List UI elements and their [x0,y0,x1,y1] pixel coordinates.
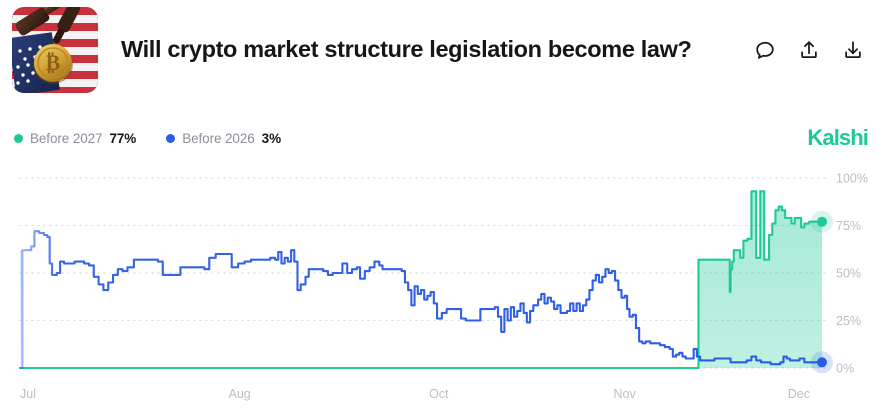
page-title: Will crypto market structure legislation… [121,36,692,63]
x-tick-dec: Dec [788,387,810,401]
series-area-before-2027 [20,191,822,368]
legend-value-before-2026: 3% [261,130,281,146]
chart-legend: Before 2027 77% Before 2026 3% Kalshi [0,118,886,158]
x-tick-nov: Nov [613,387,636,401]
chart-x-axis-labels: Jul Aug Oct Nov Dec [20,387,810,401]
market-thumbnail[interactable]: ₿ [12,7,98,93]
legend-label-before-2026: Before 2026 [182,130,255,146]
chart-y-axis-labels: 0% 25% 50% 75% 100% [836,172,868,376]
chart-canvas[interactable]: 0% 25% 50% 75% 100% Jul Aug Oct Nov Dec [0,162,886,419]
y-tick-25%: 25% [836,314,861,328]
header-actions [754,39,864,61]
kalshi-logo[interactable]: Kalshi [807,125,869,150]
legend-value-before-2027: 77% [109,130,137,146]
legend-items: Before 2027 77% Before 2026 3% [14,131,281,146]
price-history-chart[interactable]: 0% 25% 50% 75% 100% Jul Aug Oct Nov Dec [0,162,886,419]
legend-item-before-2026[interactable]: Before 2026 3% [166,131,281,146]
x-tick-oct: Oct [429,387,449,401]
market-header: ₿ Will crypto market structure legislati… [0,0,886,100]
legend-dot-blue [166,133,176,143]
x-tick-jul: Jul [20,387,36,401]
legend-label-before-2027: Before 2027 [30,130,103,146]
comment-icon[interactable] [754,39,776,61]
y-tick-50%: 50% [836,267,861,281]
y-tick-100%: 100% [836,172,868,186]
legend-item-before-2027[interactable]: Before 2027 77% [14,131,136,146]
share-icon[interactable] [798,39,820,61]
chart-series-layer [18,190,833,374]
endpoint-dot-before-2026[interactable] [817,357,827,368]
download-icon[interactable] [842,39,864,61]
svg-text:₿: ₿ [46,50,61,75]
series-line-before-2026[interactable] [18,230,824,370]
legend-dot-green [14,133,23,143]
y-tick-75%: 75% [836,219,861,233]
x-tick-aug: Aug [229,387,251,401]
endpoint-dot-before-2027[interactable] [817,216,827,227]
y-tick-0%: 0% [836,362,854,376]
series-line-before-2027[interactable] [18,190,824,370]
